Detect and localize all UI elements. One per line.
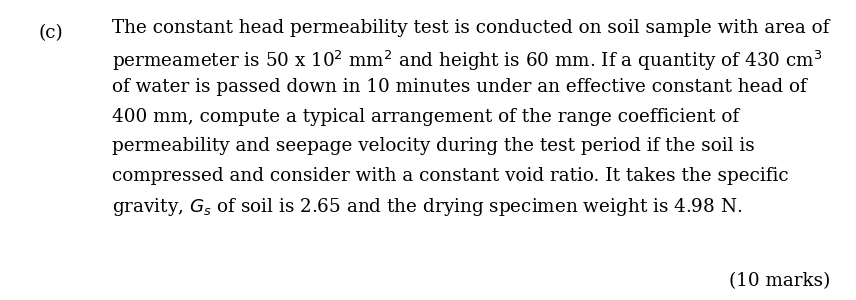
Text: permeameter is 50 x 10$^2$ mm$^2$ and height is 60 mm. If a quantity of 430 cm$^: permeameter is 50 x 10$^2$ mm$^2$ and he… xyxy=(112,49,823,73)
Text: of water is passed down in 10 minutes under an effective constant head of: of water is passed down in 10 minutes un… xyxy=(112,79,806,97)
Text: permeability and seepage velocity during the test period if the soil is: permeability and seepage velocity during… xyxy=(112,137,755,155)
Text: 400 mm, compute a typical arrangement of the range coefficient of: 400 mm, compute a typical arrangement of… xyxy=(112,108,739,126)
Text: (c): (c) xyxy=(38,24,62,42)
Text: compressed and consider with a constant void ratio. It takes the specific: compressed and consider with a constant … xyxy=(112,167,788,185)
Text: gravity, $G_s$ of soil is 2.65 and the drying specimen weight is 4.98 N.: gravity, $G_s$ of soil is 2.65 and the d… xyxy=(112,196,742,218)
Text: The constant head permeability test is conducted on soil sample with area of: The constant head permeability test is c… xyxy=(112,20,829,38)
Text: (10 marks): (10 marks) xyxy=(728,272,830,290)
